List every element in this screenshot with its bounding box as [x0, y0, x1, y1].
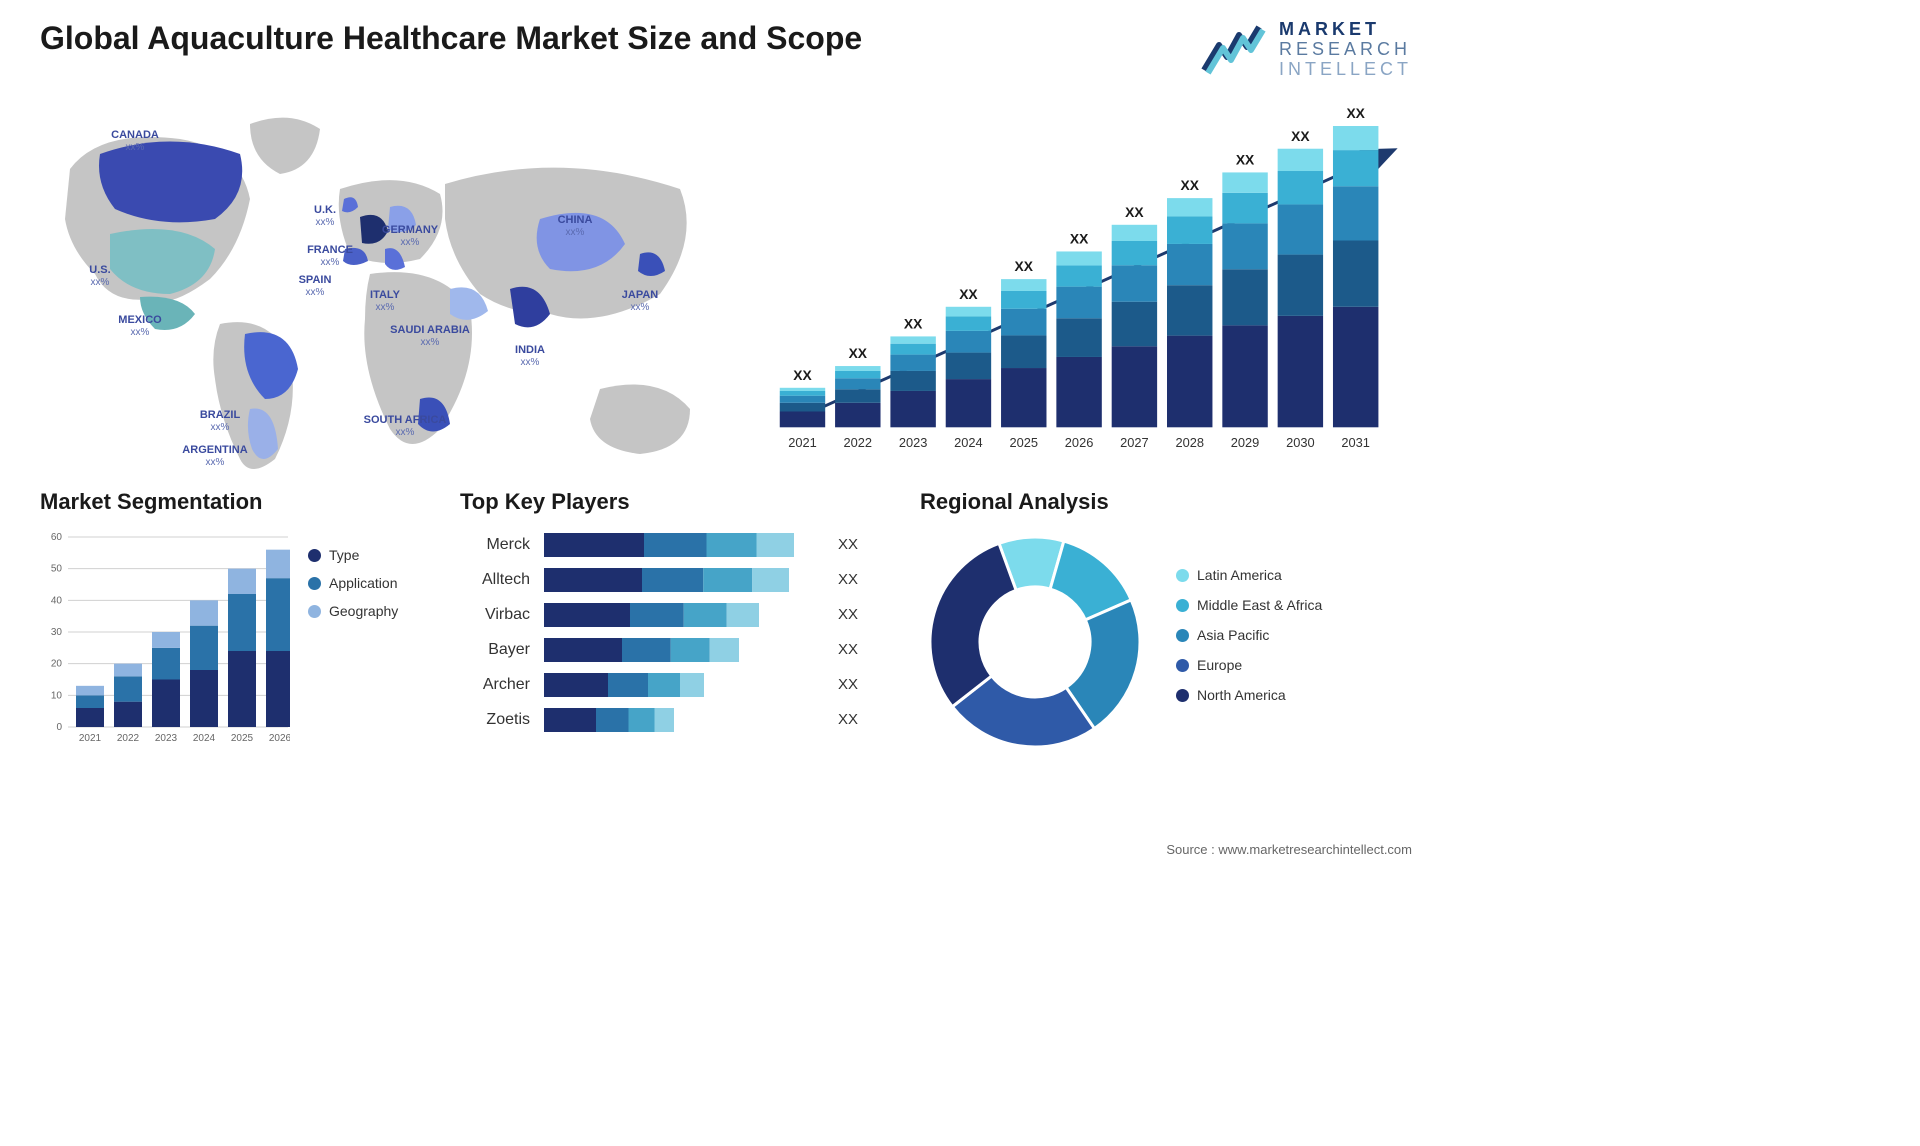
map-label-spain: SPAINxx%	[299, 274, 332, 298]
player-name-virbac: Virbac	[460, 606, 530, 624]
player-value: XX	[838, 641, 874, 658]
map-label-india: INDIAxx%	[515, 344, 545, 368]
source-text: Source : www.marketresearchintellect.com	[1166, 842, 1412, 857]
svg-text:20: 20	[51, 659, 63, 670]
map-label-southafrica: SOUTH AFRICAxx%	[364, 414, 447, 438]
player-name-bayer: Bayer	[460, 641, 530, 659]
growth-chart: XX 2021 XX 2022 XX 2023 XX 2024 XX 2025 XX 2026 XX 20…	[760, 99, 1412, 479]
map-label-canada: CANADAxx%	[111, 129, 159, 153]
svg-text:2021: 2021	[79, 733, 102, 744]
segmentation-legend: Type Application Geography	[308, 547, 398, 631]
logo-icon	[1199, 25, 1269, 75]
svg-text:2023: 2023	[899, 435, 928, 450]
player-name-zoetis: Zoetis	[460, 711, 530, 729]
player-value: XX	[838, 571, 874, 588]
seg-legend-geography: Geography	[308, 603, 398, 619]
map-label-germany: GERMANYxx%	[382, 224, 438, 248]
page-title: Global Aquaculture Healthcare Market Siz…	[40, 20, 862, 57]
region-legend-asia-pacific: Asia Pacific	[1176, 627, 1322, 643]
svg-text:2031: 2031	[1341, 435, 1370, 450]
svg-text:2022: 2022	[117, 733, 140, 744]
svg-text:2027: 2027	[1120, 435, 1149, 450]
svg-text:XX: XX	[849, 346, 868, 362]
map-label-france: FRANCExx%	[307, 244, 353, 268]
svg-text:50: 50	[51, 564, 63, 575]
seg-legend-application: Application	[308, 575, 398, 591]
svg-text:60: 60	[51, 532, 63, 543]
svg-text:2028: 2028	[1175, 435, 1204, 450]
regional-panel: Regional Analysis Latin America Middle Ea…	[920, 489, 1412, 757]
svg-text:XX: XX	[904, 316, 923, 332]
segmentation-chart: 0 10 20 30 40 50 60 2021 2022 2023 2024 2025 2026	[40, 527, 290, 747]
top-row: CANADAxx% U.S.xx% MEXICOxx% BRAZILxx% ARGENT…	[0, 99, 1452, 479]
svg-text:2026: 2026	[269, 733, 290, 744]
svg-text:XX: XX	[1236, 152, 1255, 168]
svg-text:2029: 2029	[1231, 435, 1260, 450]
player-value: XX	[838, 606, 874, 623]
players-title: Top Key Players	[460, 489, 890, 515]
map-label-uk: U.K.xx%	[314, 204, 336, 228]
svg-text:2021: 2021	[788, 435, 817, 450]
svg-text:XX: XX	[1125, 204, 1144, 220]
svg-text:2023: 2023	[155, 733, 178, 744]
header: Global Aquaculture Healthcare Market Siz…	[0, 0, 1452, 89]
map-label-china: CHINAxx%	[558, 214, 593, 238]
seg-legend-type: Type	[308, 547, 398, 563]
segmentation-title: Market Segmentation	[40, 489, 430, 515]
player-name-alltech: Alltech	[460, 571, 530, 589]
player-value: XX	[838, 711, 874, 728]
player-value: XX	[838, 676, 874, 693]
players-names: Merck Alltech Virbac Bayer Archer Zoetis	[460, 527, 530, 737]
svg-text:2025: 2025	[231, 733, 254, 744]
svg-text:XX: XX	[1181, 178, 1200, 194]
svg-text:XX: XX	[1346, 105, 1365, 121]
segmentation-panel: Market Segmentation 0 10 20 30 40 50 60 2021 202…	[40, 489, 430, 757]
players-values: XX XX XX XX XX XX	[838, 527, 874, 737]
map-label-mexico: MEXICOxx%	[118, 314, 161, 338]
players-chart	[544, 527, 824, 737]
map-label-us: U.S.xx%	[89, 264, 110, 288]
region-legend-north-america: North America	[1176, 687, 1322, 703]
map-label-japan: JAPANxx%	[622, 289, 658, 313]
svg-text:2024: 2024	[193, 733, 216, 744]
region-legend-europe: Europe	[1176, 657, 1322, 673]
regional-title: Regional Analysis	[920, 489, 1412, 515]
svg-text:XX: XX	[1070, 231, 1089, 247]
logo-text: MARKET RESEARCH INTELLECT	[1279, 20, 1412, 79]
region-legend-middle-east-africa: Middle East & Africa	[1176, 597, 1322, 613]
svg-text:XX: XX	[1015, 259, 1034, 275]
player-name-archer: Archer	[460, 676, 530, 694]
map-label-brazil: BRAZILxx%	[200, 409, 240, 433]
svg-text:2024: 2024	[954, 435, 983, 450]
regional-legend: Latin America Middle East & Africa Asia Pa…	[1176, 567, 1322, 717]
svg-text:2026: 2026	[1065, 435, 1094, 450]
svg-text:0: 0	[56, 722, 62, 733]
svg-text:XX: XX	[959, 286, 978, 302]
brand-logo: MARKET RESEARCH INTELLECT	[1199, 20, 1412, 79]
svg-text:30: 30	[51, 627, 63, 638]
svg-text:2022: 2022	[844, 435, 873, 450]
svg-text:40: 40	[51, 596, 63, 607]
logo-line2: RESEARCH	[1279, 40, 1412, 60]
bottom-row: Market Segmentation 0 10 20 30 40 50 60 2021 202…	[0, 479, 1452, 757]
regional-donut	[920, 527, 1150, 757]
svg-text:XX: XX	[1291, 128, 1310, 144]
svg-text:2025: 2025	[1009, 435, 1038, 450]
svg-text:10: 10	[51, 691, 63, 702]
map-label-saudiarabia: SAUDI ARABIAxx%	[390, 324, 470, 348]
players-panel: Top Key Players Merck Alltech Virbac Bayer A…	[460, 489, 890, 757]
player-name-merck: Merck	[460, 536, 530, 554]
map-label-argentina: ARGENTINAxx%	[182, 444, 247, 468]
svg-text:2030: 2030	[1286, 435, 1315, 450]
map-canada	[99, 142, 242, 223]
region-legend-latin-america: Latin America	[1176, 567, 1322, 583]
player-value: XX	[838, 536, 874, 553]
logo-line1: MARKET	[1279, 20, 1412, 40]
logo-line3: INTELLECT	[1279, 60, 1412, 80]
svg-text:XX: XX	[793, 367, 812, 383]
map-label-italy: ITALYxx%	[370, 289, 400, 313]
growth-chart-panel: XX 2021 XX 2022 XX 2023 XX 2024 XX 2025 XX 2026 XX 20…	[760, 99, 1412, 479]
world-map-panel: CANADAxx% U.S.xx% MEXICOxx% BRAZILxx% ARGENT…	[40, 99, 720, 479]
